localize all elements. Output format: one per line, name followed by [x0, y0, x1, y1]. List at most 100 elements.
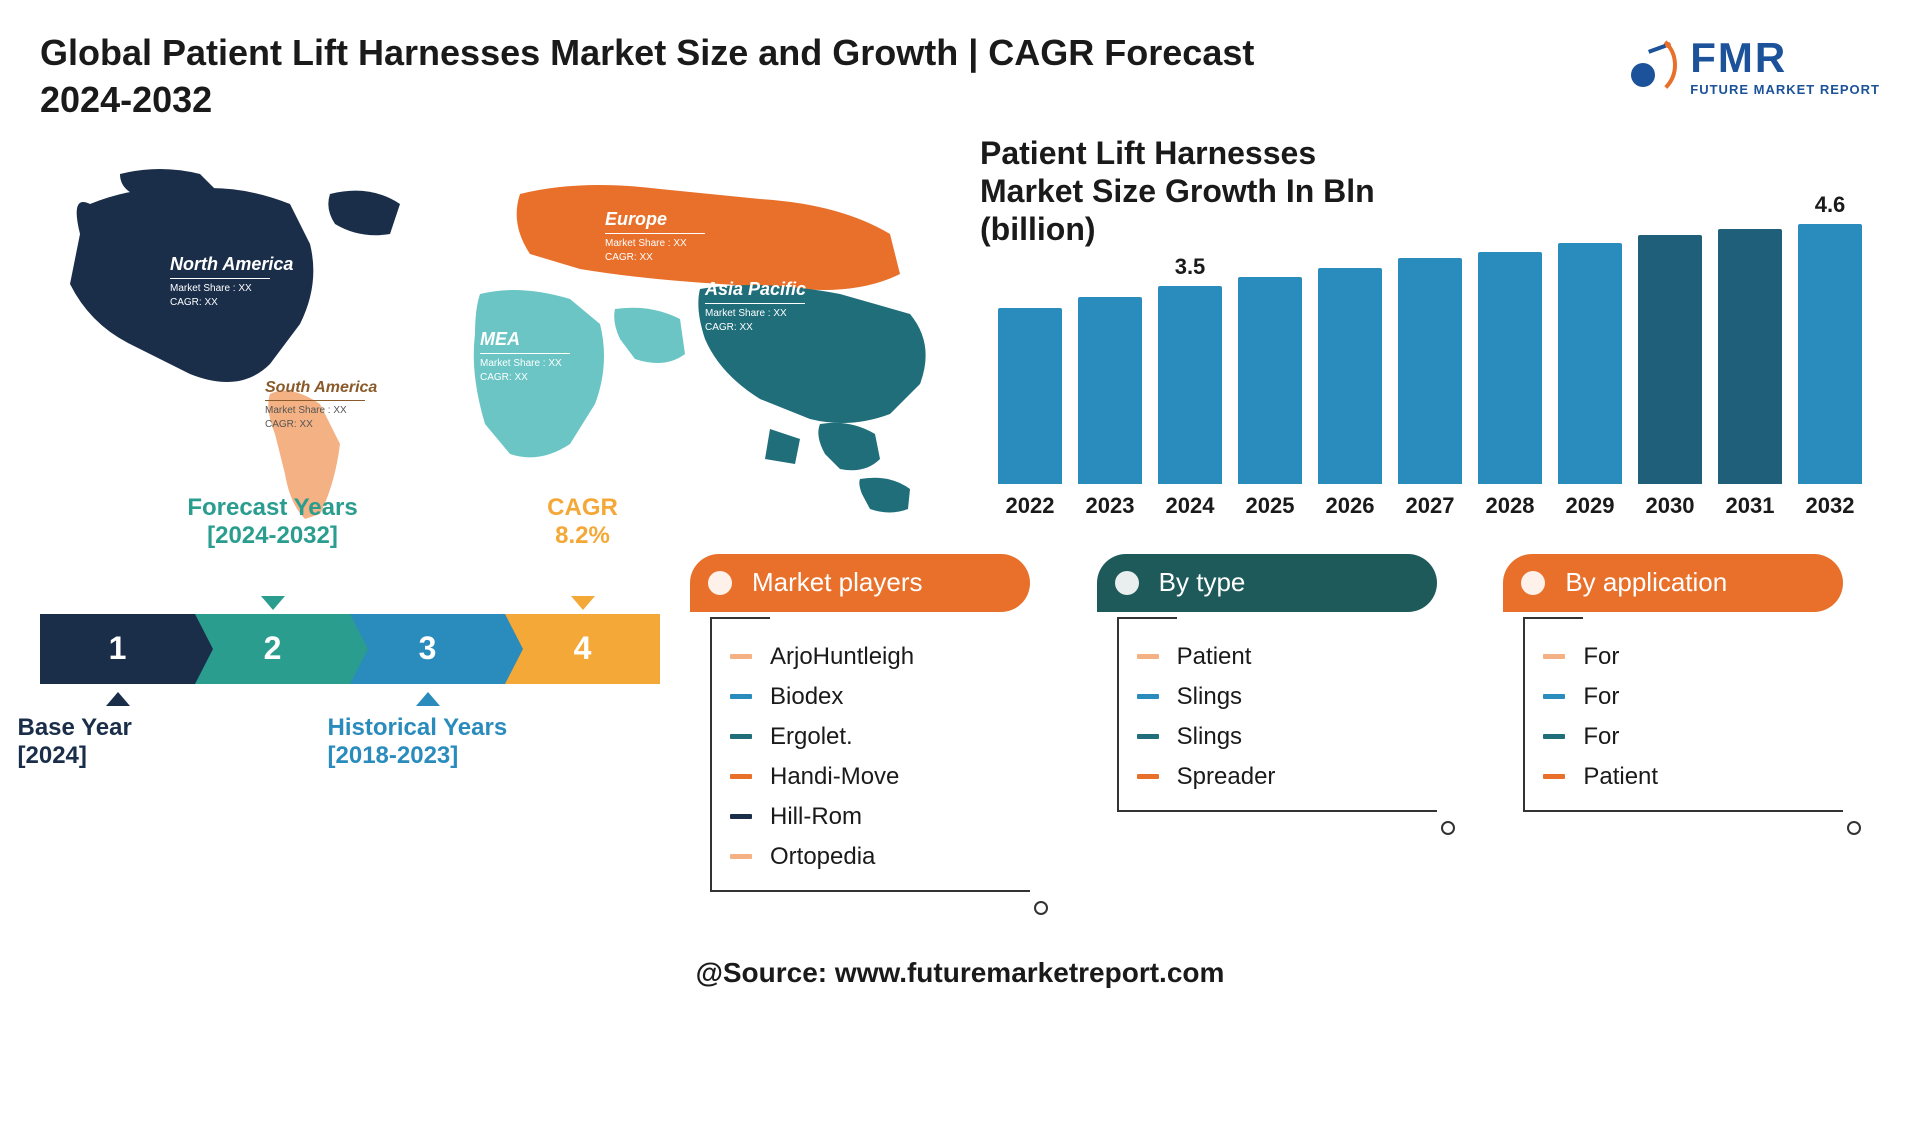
bar-rect-2029 — [1558, 243, 1622, 483]
bar-value-2032: 4.6 — [1815, 192, 1846, 218]
bar-2032: 4.6 — [1790, 192, 1870, 484]
bullet-icon — [730, 654, 752, 659]
list-item: Biodex — [730, 677, 1067, 717]
category-list: For For For Patient — [1503, 637, 1880, 797]
category-list: Patient Slings Slings Spreader — [1097, 637, 1474, 797]
category-title: Market players — [752, 567, 923, 598]
item-text: For — [1583, 683, 1619, 711]
axis-label-2027: 2027 — [1390, 493, 1470, 519]
bar-rect-2031 — [1718, 229, 1782, 483]
list-item: Spreader — [1137, 757, 1474, 797]
list-item: For — [1543, 677, 1880, 717]
bar-rect-2025 — [1238, 277, 1302, 483]
timeline-arrow-1 — [106, 692, 130, 706]
timeline-seg-2: 2 — [195, 614, 350, 684]
bar-2023 — [1070, 297, 1150, 484]
timeline-label-1: Base Year[2024] — [18, 714, 218, 772]
list-item: Patient — [1543, 757, 1880, 797]
bar-2028 — [1470, 252, 1550, 484]
bar-2024: 3.5 — [1150, 254, 1230, 484]
category-list: ArjoHuntleigh Biodex Ergolet. Handi-Move Hil… — [690, 637, 1067, 877]
item-text: Patient — [1177, 643, 1252, 671]
item-text: Patient — [1583, 763, 1658, 791]
list-item: Slings — [1137, 677, 1474, 717]
bar-chart: Patient Lift Harnesses Market Size Growt… — [980, 144, 1880, 524]
axis-label-2030: 2030 — [1630, 493, 1710, 519]
axis-label-2031: 2031 — [1710, 493, 1790, 519]
item-text: Biodex — [770, 683, 843, 711]
bar-2022 — [990, 308, 1070, 483]
axis-label-2026: 2026 — [1310, 493, 1390, 519]
axis-label-2023: 2023 — [1070, 493, 1150, 519]
world-map: North America Market Share : XX CAGR: XX… — [40, 144, 940, 524]
timeline-arrow-2 — [261, 596, 285, 610]
bullet-icon — [730, 774, 752, 779]
axis-label-2024: 2024 — [1150, 493, 1230, 519]
item-text: ArjoHuntleigh — [770, 643, 914, 671]
bar-rect-2027 — [1398, 258, 1462, 484]
bar-2025 — [1230, 277, 1310, 483]
region-asia-pacific: Asia Pacific Market Share : XX CAGR: XX — [705, 279, 806, 335]
logo-icon — [1608, 30, 1678, 100]
axis-label-2022: 2022 — [990, 493, 1070, 519]
bar-rect-2026 — [1318, 268, 1382, 484]
bullet-icon — [1543, 694, 1565, 699]
category-market-players: Market players ArjoHuntleigh Biodex Ergolet… — [690, 554, 1067, 897]
axis-label-2028: 2028 — [1470, 493, 1550, 519]
category-header: Market players — [690, 554, 1030, 612]
list-item: ArjoHuntleigh — [730, 637, 1067, 677]
bullet-icon — [1543, 774, 1565, 779]
list-item: For — [1543, 717, 1880, 757]
bullet-icon — [1543, 654, 1565, 659]
list-item: Ergolet. — [730, 717, 1067, 757]
category-by-type: By type Patient Slings Slings Spreader — [1097, 554, 1474, 897]
bullet-icon — [1137, 774, 1159, 779]
item-text: Ortopedia — [770, 843, 875, 871]
timeline-arrow-3 — [416, 692, 440, 706]
timeline-seg-3: 3 — [350, 614, 505, 684]
category-bullet-icon — [708, 571, 732, 595]
bullet-icon — [730, 694, 752, 699]
timeline-arrow-4 — [571, 596, 595, 610]
category-header: By application — [1503, 554, 1843, 612]
list-item: Slings — [1137, 717, 1474, 757]
timeline-label-2: Forecast Years[2024-2032] — [183, 494, 363, 552]
fmr-logo: FMR FUTURE MARKET REPORT — [1608, 30, 1880, 100]
bar-rect-2030 — [1638, 235, 1702, 484]
bar-rect-2024 — [1158, 286, 1222, 484]
timeline-seg-4: 4 — [505, 614, 660, 684]
timeline: Forecast Years[2024-2032]CAGR8.2%1234 Ba… — [40, 554, 660, 897]
timeline-label-4: CAGR8.2% — [493, 494, 673, 552]
category-title: By application — [1565, 567, 1727, 598]
timeline-seg-1: 1 — [40, 614, 195, 684]
bar-rect-2022 — [998, 308, 1062, 483]
item-text: Ergolet. — [770, 723, 853, 751]
list-item: Hill-Rom — [730, 797, 1067, 837]
bullet-icon — [1137, 734, 1159, 739]
category-title: By type — [1159, 567, 1246, 598]
logo-sub-text: FUTURE MARKET REPORT — [1690, 82, 1880, 97]
category-bullet-icon — [1115, 571, 1139, 595]
item-text: Hill-Rom — [770, 803, 862, 831]
category-bullet-icon — [1521, 571, 1545, 595]
bullet-icon — [1137, 654, 1159, 659]
bar-2027 — [1390, 258, 1470, 484]
item-text: For — [1583, 643, 1619, 671]
category-header: By type — [1097, 554, 1437, 612]
bullet-icon — [730, 854, 752, 859]
list-item: Handi-Move — [730, 757, 1067, 797]
timeline-label-3: Historical Years[2018-2023] — [328, 714, 528, 772]
category-by-application: By application For For For Patient — [1503, 554, 1880, 897]
page-title: Global Patient Lift Harnesses Market Siz… — [40, 30, 1340, 124]
bar-2030 — [1630, 235, 1710, 484]
item-text: Handi-Move — [770, 763, 899, 791]
bullet-icon — [730, 814, 752, 819]
source-attribution: @Source: www.futuremarketreport.com — [40, 957, 1880, 989]
list-item: Patient — [1137, 637, 1474, 677]
logo-main-text: FMR — [1690, 34, 1880, 82]
region-north-america: North America Market Share : XX CAGR: XX — [170, 254, 293, 310]
bar-2031 — [1710, 229, 1790, 483]
bullet-icon — [730, 734, 752, 739]
item-text: Slings — [1177, 723, 1242, 751]
item-text: Slings — [1177, 683, 1242, 711]
